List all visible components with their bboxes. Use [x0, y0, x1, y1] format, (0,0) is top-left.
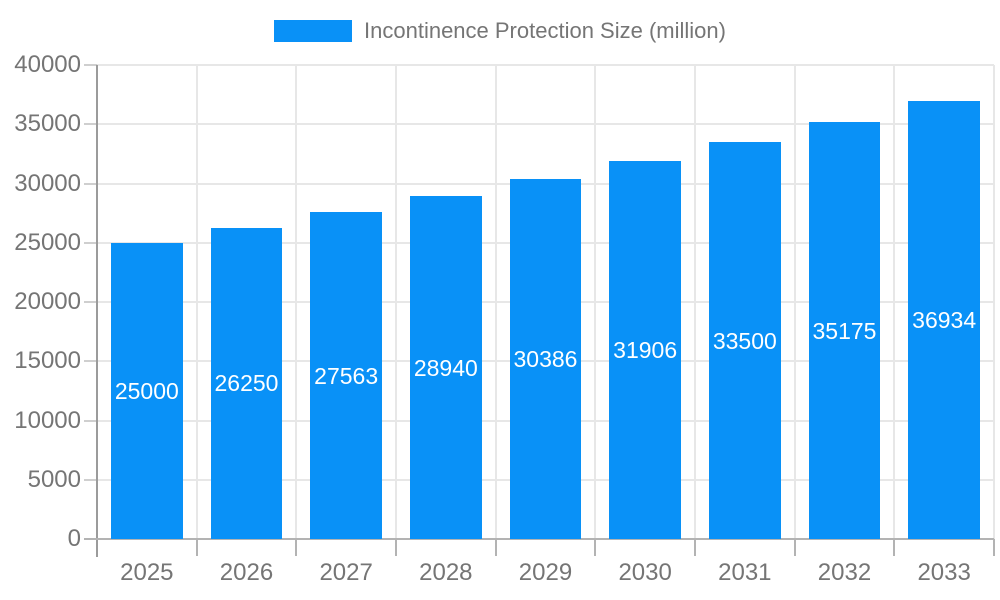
- x-axis-baseline: [84, 538, 994, 540]
- y-tick-label: 30000: [14, 169, 81, 197]
- x-tick-label: 2030: [618, 559, 672, 586]
- x-gridline: [993, 65, 995, 539]
- x-tick: [395, 539, 397, 556]
- y-axis-line: [96, 65, 98, 557]
- y-tick-label: 35000: [14, 110, 81, 138]
- bar[interactable]: [908, 101, 981, 539]
- bar[interactable]: [110, 242, 183, 539]
- y-gridline: [97, 64, 994, 66]
- y-tick-label: 25000: [14, 228, 81, 256]
- x-tick: [893, 539, 896, 556]
- y-gridline: [97, 123, 994, 126]
- bar[interactable]: [808, 122, 881, 539]
- y-tick: [84, 360, 97, 363]
- bar-value-label: 28940: [413, 354, 478, 381]
- x-gridline: [694, 65, 696, 539]
- legend-swatch-icon: [274, 20, 353, 42]
- x-gridline: [395, 65, 397, 539]
- bar-value-label: 33500: [712, 327, 777, 354]
- x-tick-label: 2028: [419, 559, 473, 586]
- bar[interactable]: [310, 212, 383, 539]
- y-tick-label: 5000: [27, 465, 81, 493]
- x-gridline: [494, 65, 497, 539]
- x-tick-label: 2027: [319, 559, 373, 586]
- bar-value-label: 31906: [613, 336, 678, 363]
- bar[interactable]: [409, 196, 482, 539]
- y-tick: [84, 241, 97, 244]
- y-tick-label: 15000: [14, 347, 81, 375]
- y-tick: [84, 123, 97, 126]
- bar-value-label: 25000: [114, 377, 179, 404]
- y-tick: [84, 301, 97, 303]
- x-gridline: [295, 65, 298, 539]
- y-tick-label: 10000: [14, 406, 81, 434]
- x-tick-label: 2031: [718, 559, 772, 586]
- bar[interactable]: [210, 227, 283, 539]
- x-tick: [295, 539, 298, 556]
- x-tick: [793, 539, 796, 556]
- x-tick: [594, 539, 597, 556]
- x-tick: [195, 539, 198, 556]
- x-gridline: [594, 65, 597, 539]
- x-gridline: [893, 65, 896, 539]
- legend-label: Incontinence Protection Size (million): [364, 18, 726, 43]
- bar[interactable]: [609, 160, 682, 539]
- x-gridline: [195, 65, 198, 539]
- x-tick-label: 2026: [219, 559, 274, 586]
- x-tick-label: 2033: [917, 559, 971, 586]
- x-gridline: [793, 65, 796, 539]
- x-tick: [694, 539, 696, 556]
- x-tick-label: 2032: [817, 559, 872, 586]
- x-tick-label: 2025: [120, 559, 174, 586]
- chart-legend[interactable]: Incontinence Protection Size (million): [0, 18, 1000, 44]
- x-tick-label: 2029: [518, 559, 573, 586]
- y-tick-label: 0: [67, 525, 81, 552]
- y-tick: [84, 419, 97, 422]
- y-tick-label: 20000: [14, 288, 81, 315]
- y-tick-label: 40000: [14, 51, 81, 78]
- bar-value-label: 26250: [214, 370, 279, 397]
- bar-value-label: 30386: [513, 345, 578, 372]
- x-tick: [993, 539, 995, 556]
- bar-value-label: 36934: [912, 307, 977, 334]
- bar[interactable]: [509, 178, 582, 539]
- y-tick: [84, 64, 97, 66]
- y-tick: [84, 182, 97, 185]
- bar-value-label: 27563: [314, 362, 379, 389]
- x-tick: [494, 539, 497, 556]
- bar[interactable]: [708, 142, 781, 539]
- y-tick: [84, 478, 97, 481]
- bar-value-label: 35175: [812, 317, 877, 344]
